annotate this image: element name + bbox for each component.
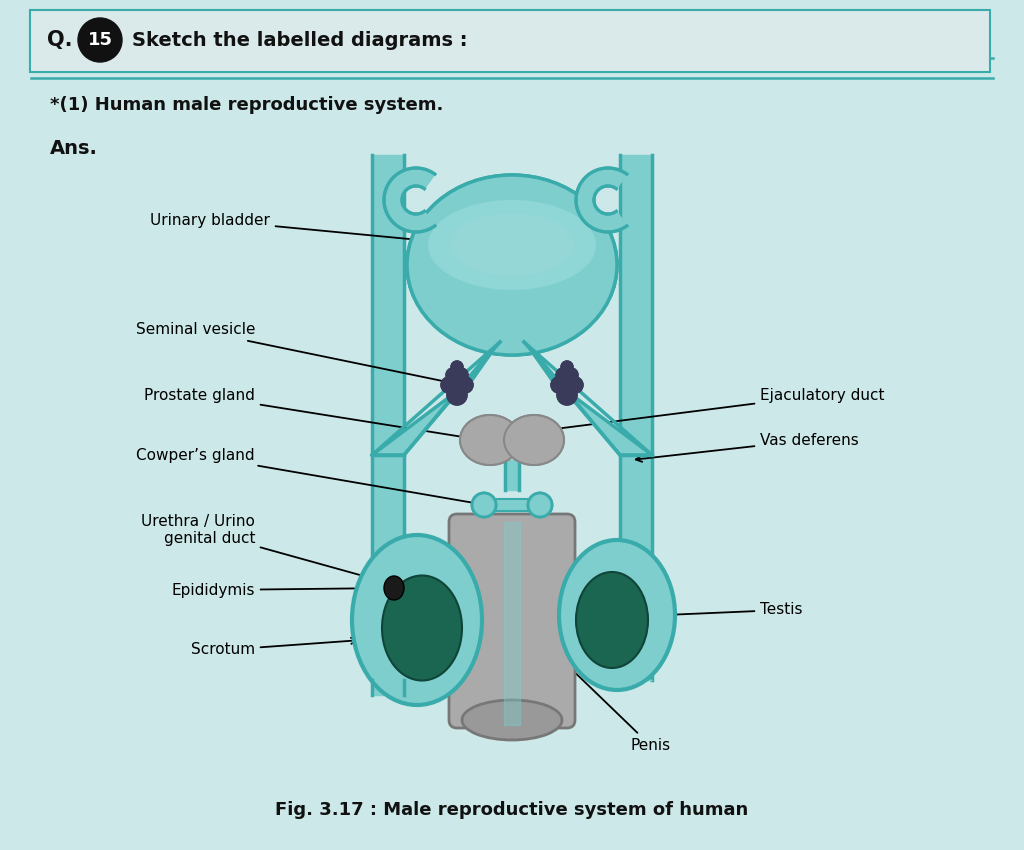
Circle shape (457, 377, 473, 393)
Ellipse shape (504, 415, 564, 465)
Circle shape (447, 385, 467, 405)
FancyBboxPatch shape (449, 514, 575, 728)
Circle shape (561, 361, 573, 373)
Circle shape (454, 368, 468, 382)
Circle shape (564, 368, 578, 382)
Text: Epididymis: Epididymis (171, 582, 389, 598)
Text: Vas deferens: Vas deferens (636, 433, 859, 462)
Ellipse shape (407, 175, 617, 355)
Text: 15: 15 (87, 31, 113, 49)
Ellipse shape (352, 535, 482, 705)
Circle shape (567, 377, 583, 393)
Circle shape (78, 18, 122, 62)
Polygon shape (372, 342, 500, 455)
Polygon shape (577, 168, 627, 232)
Ellipse shape (460, 415, 520, 465)
Circle shape (564, 368, 578, 382)
Text: Scrotum: Scrotum (190, 638, 357, 658)
Ellipse shape (449, 213, 575, 276)
Circle shape (551, 377, 567, 393)
Polygon shape (384, 168, 435, 232)
Text: Fig. 3.17 : Male reproductive system of human: Fig. 3.17 : Male reproductive system of … (275, 801, 749, 819)
Ellipse shape (504, 415, 564, 465)
Circle shape (446, 368, 460, 382)
Circle shape (567, 377, 583, 393)
Polygon shape (577, 168, 627, 232)
Ellipse shape (462, 700, 562, 740)
Ellipse shape (407, 175, 617, 355)
Polygon shape (524, 342, 652, 455)
Text: Testis: Testis (670, 603, 803, 618)
Circle shape (557, 385, 577, 405)
Ellipse shape (428, 200, 596, 290)
Text: Sketch the labelled diagrams :: Sketch the labelled diagrams : (132, 31, 468, 49)
Text: Cowper’s gland: Cowper’s gland (136, 447, 481, 506)
Text: Urinary bladder: Urinary bladder (151, 212, 467, 247)
Circle shape (441, 377, 457, 393)
Circle shape (556, 368, 570, 382)
Circle shape (451, 361, 463, 373)
Circle shape (446, 368, 460, 382)
Polygon shape (384, 168, 435, 232)
Circle shape (457, 377, 473, 393)
Text: *(1) Human male reproductive system.: *(1) Human male reproductive system. (50, 96, 443, 114)
Circle shape (556, 368, 570, 382)
Polygon shape (372, 340, 500, 455)
Circle shape (528, 493, 552, 517)
Circle shape (447, 385, 467, 405)
Circle shape (557, 385, 577, 405)
Text: Ans.: Ans. (50, 139, 98, 157)
Circle shape (454, 368, 468, 382)
Circle shape (528, 493, 552, 517)
Circle shape (472, 493, 496, 517)
Ellipse shape (382, 575, 462, 681)
Ellipse shape (559, 540, 675, 690)
Text: Ejaculatory duct: Ejaculatory duct (552, 388, 885, 432)
Circle shape (551, 377, 567, 393)
Circle shape (451, 361, 463, 373)
Ellipse shape (460, 415, 520, 465)
Text: Q.: Q. (47, 30, 73, 50)
Circle shape (561, 361, 573, 373)
Text: Prostate gland: Prostate gland (144, 388, 477, 441)
Circle shape (472, 493, 496, 517)
Text: Urethra / Urino
genital duct: Urethra / Urino genital duct (141, 513, 453, 602)
Ellipse shape (575, 572, 648, 668)
Circle shape (441, 377, 457, 393)
Ellipse shape (384, 576, 404, 600)
Polygon shape (524, 340, 652, 455)
Text: Seminal vesicle: Seminal vesicle (135, 322, 458, 386)
FancyBboxPatch shape (30, 10, 990, 72)
Text: Penis: Penis (565, 663, 670, 752)
